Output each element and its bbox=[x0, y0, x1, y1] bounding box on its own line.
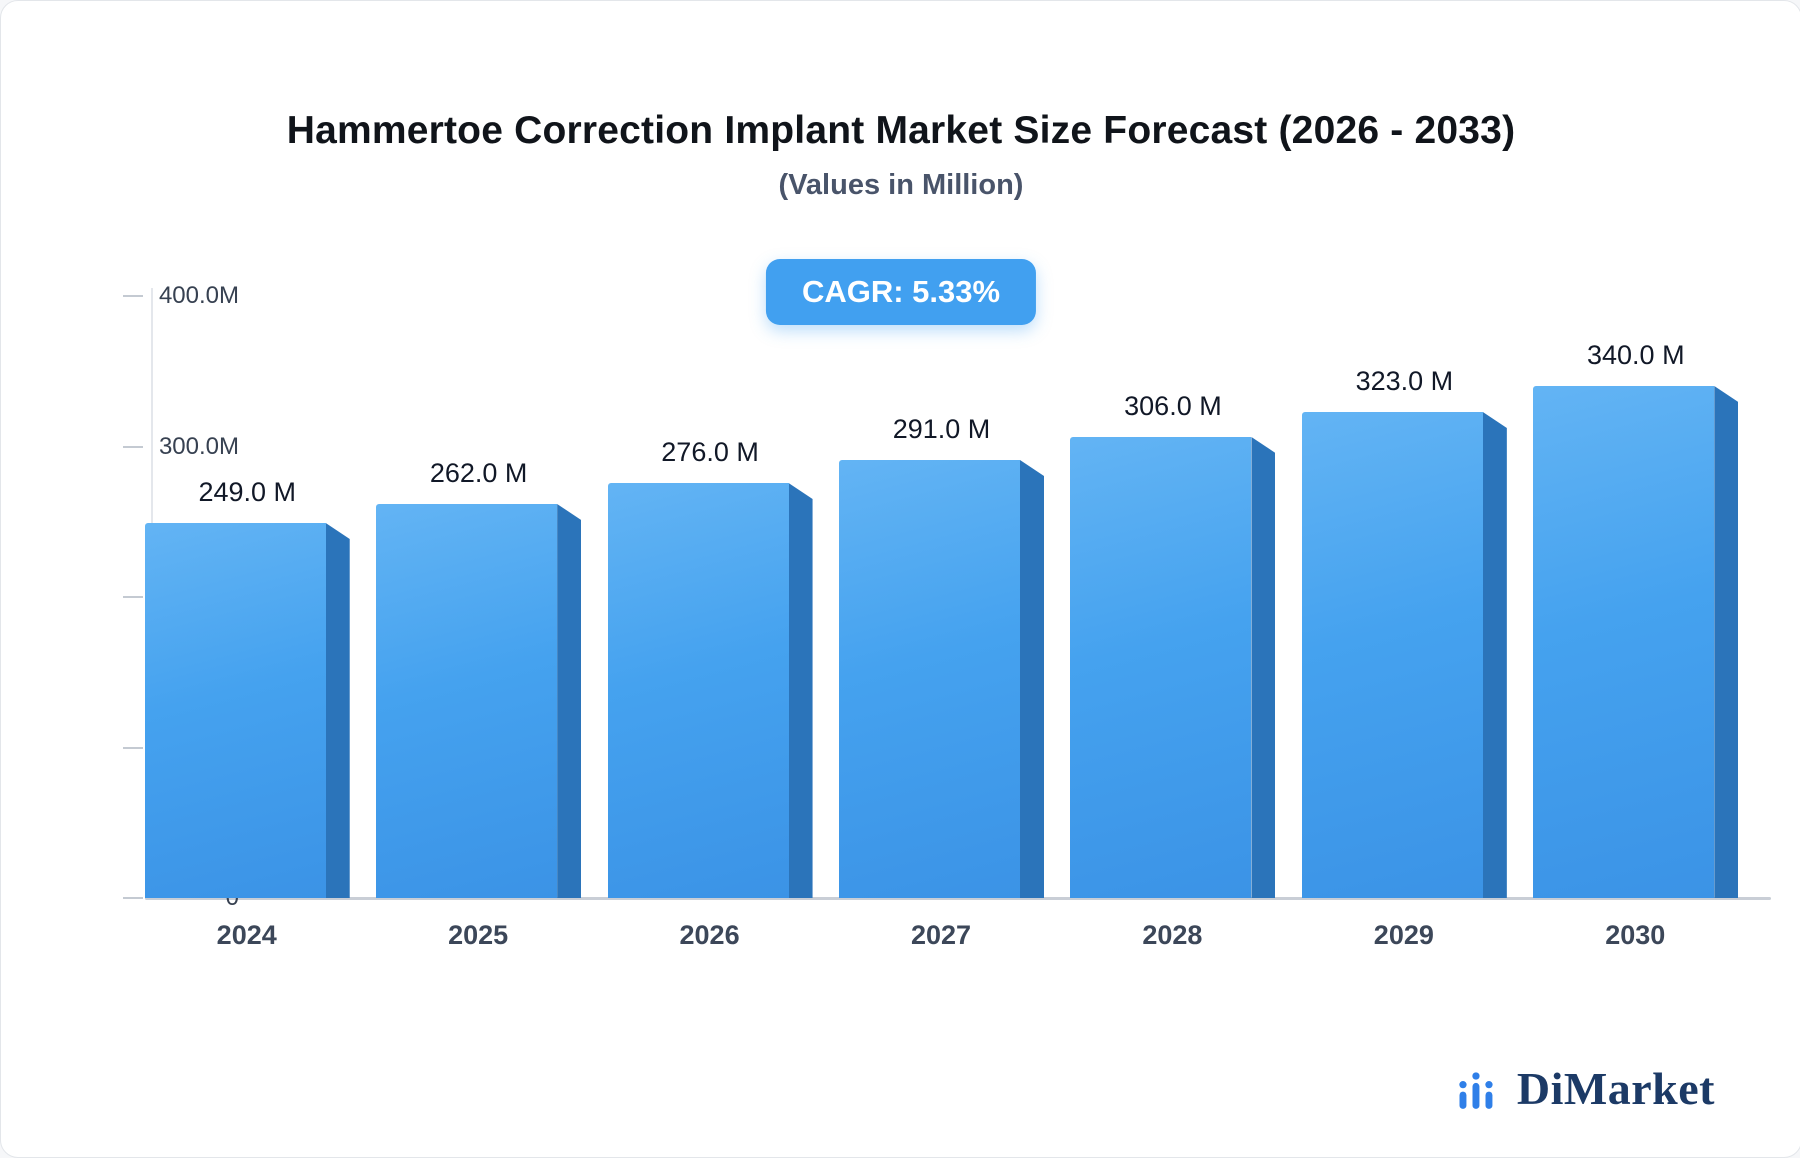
y-axis-tick-mark bbox=[123, 897, 143, 899]
bar: 306.0 M bbox=[1070, 391, 1276, 898]
bar-side-face bbox=[1020, 460, 1044, 898]
bar-value-label: 262.0 M bbox=[429, 458, 528, 488]
y-axis-tick-mark bbox=[123, 295, 143, 297]
cagr-badge: CAGR: 5.33% bbox=[765, 259, 1037, 325]
x-axis-tick-label: 2028 bbox=[1142, 920, 1203, 950]
bar-side-face bbox=[788, 483, 813, 898]
bar-front-face bbox=[1533, 386, 1715, 898]
bar-side-face bbox=[1482, 412, 1507, 898]
x-axis-tick-label: 2027 bbox=[910, 920, 972, 950]
bar-front-face bbox=[1070, 437, 1252, 898]
bar-side-face bbox=[1714, 386, 1739, 898]
bar-value-label: 276.0 M bbox=[661, 437, 759, 467]
bar-chart-logo-icon bbox=[1459, 1071, 1493, 1109]
bar-value-label: 323.0 M bbox=[1355, 366, 1454, 396]
bar-side-face bbox=[1251, 437, 1276, 898]
y-axis-tick-label: 400.0M bbox=[158, 282, 239, 309]
bar-value-label: 340.0 M bbox=[1587, 340, 1685, 370]
logo-text: DiMarket bbox=[1516, 1063, 1715, 1114]
bar: 249.0 M bbox=[144, 477, 350, 898]
bar: 340.0 M bbox=[1533, 340, 1739, 898]
bar-front-face bbox=[607, 483, 789, 898]
bar: 262.0 M bbox=[376, 458, 582, 898]
bar-front-face bbox=[1301, 412, 1483, 898]
bar: 323.0 M bbox=[1301, 366, 1507, 898]
bar-front-face bbox=[144, 523, 326, 898]
chart-subtitle: (Values in Million) bbox=[778, 169, 1024, 201]
x-axis-tick-label: 2025 bbox=[448, 920, 509, 950]
bar-side-face bbox=[325, 523, 350, 898]
x-axis-line bbox=[145, 897, 1771, 900]
x-axis-tick-label: 2026 bbox=[679, 920, 740, 950]
y-axis-tick-mark bbox=[123, 746, 143, 749]
bar-side-face bbox=[557, 504, 582, 898]
bar-front-face bbox=[376, 504, 558, 898]
bar-value-label: 306.0 M bbox=[1124, 391, 1222, 421]
x-axis-tick-label: 2024 bbox=[216, 920, 277, 950]
chart-title: Hammertoe Correction Implant Market Size… bbox=[286, 109, 1516, 152]
y-axis-tick-label: 300.0M bbox=[158, 432, 239, 460]
y-axis-tick-mark bbox=[123, 445, 143, 448]
bar-value-label: 291.0 M bbox=[892, 414, 991, 444]
bar-front-face bbox=[839, 460, 1020, 898]
bar: 276.0 M bbox=[607, 437, 813, 898]
bar-value-label: 249.0 M bbox=[198, 477, 296, 507]
x-axis-tick-label: 2029 bbox=[1373, 920, 1434, 950]
x-axis-tick-label: 2030 bbox=[1605, 920, 1666, 950]
y-axis-tick-mark bbox=[123, 596, 143, 598]
dimarket-logo: DiMarket bbox=[1453, 1062, 1715, 1115]
bar: 291.0 M bbox=[839, 414, 1044, 898]
